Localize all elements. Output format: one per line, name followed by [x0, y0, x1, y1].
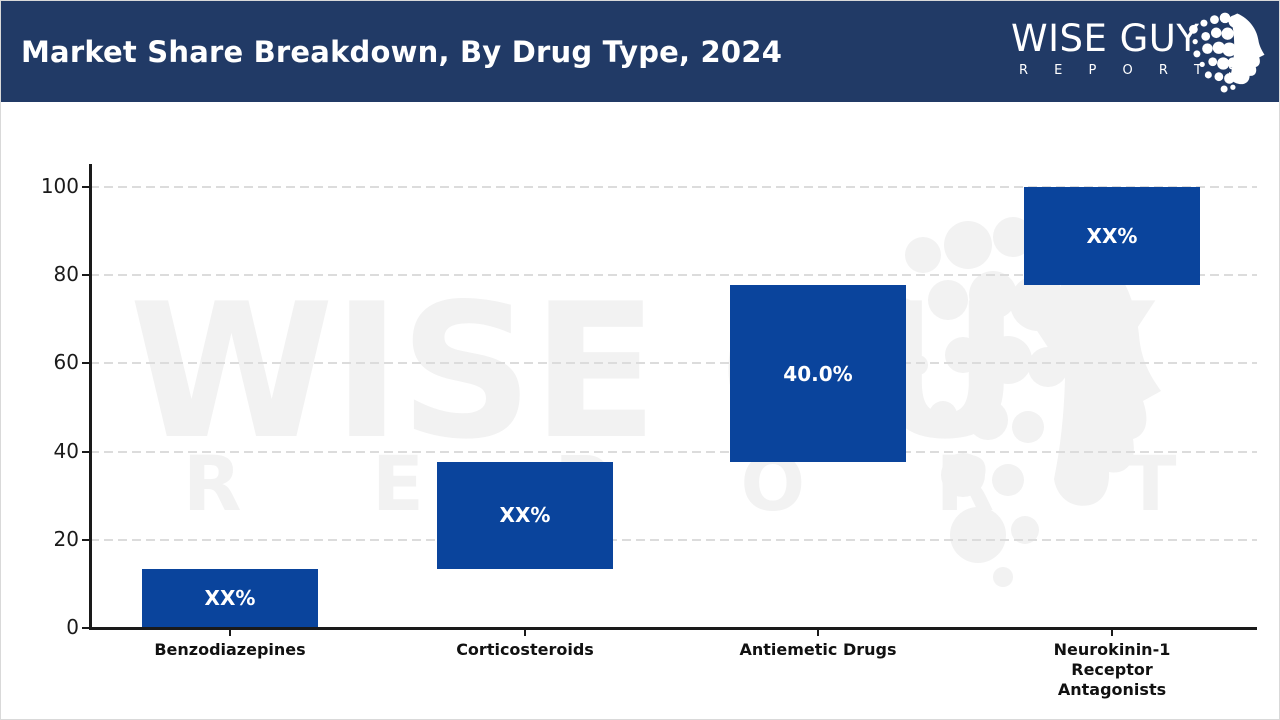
- category-label: Neurokinin-1 Receptor Antagonists: [1002, 640, 1222, 700]
- wiseguy-face-icon: [1189, 12, 1265, 93]
- bar-segment: 40.0%: [730, 285, 906, 462]
- logo-wordmark: WISE GUY: [1011, 17, 1200, 60]
- ytick-label-40: 40: [53, 438, 79, 463]
- bar-value-label: XX%: [204, 586, 256, 611]
- xtick-mark: [229, 629, 231, 636]
- wiseguy-logo: WISE GUY R E P O R T S: [1007, 7, 1267, 97]
- bar-segment: XX%: [142, 568, 318, 628]
- gridline-y60: [90, 362, 1257, 365]
- gridline-y100: [90, 186, 1257, 188]
- bar-segment: XX%: [1024, 187, 1200, 286]
- category-label: Corticosteroids: [415, 640, 635, 660]
- ytick-mark-0: [82, 627, 90, 629]
- gridline-y20: [90, 538, 1257, 541]
- category-label-line: Neurokinin-1: [1053, 640, 1171, 659]
- ytick-mark-40: [82, 450, 90, 453]
- x-axis: [89, 627, 1257, 630]
- logo-subtext: R E P O R T S: [1019, 63, 1248, 78]
- gridline-y80: [90, 274, 1257, 277]
- ytick-mark-60: [82, 362, 90, 365]
- bar-value-label: XX%: [1086, 224, 1138, 249]
- xtick-mark: [524, 629, 526, 636]
- header: Market Share Breakdown, By Drug Type, 20…: [1, 1, 1279, 102]
- ytick-label-80: 80: [53, 262, 79, 287]
- ytick-mark-20: [82, 538, 90, 541]
- y-axis: [89, 164, 92, 630]
- category-label-line: Receptor: [1071, 660, 1153, 679]
- bar-segment: XX%: [437, 461, 613, 569]
- bar-value-label: 40.0%: [783, 361, 853, 386]
- category-label: Antiemetic Drugs: [708, 640, 928, 660]
- xtick-mark: [1111, 629, 1113, 636]
- page-title: Market Share Breakdown, By Drug Type, 20…: [21, 34, 783, 69]
- category-label-line: Benzodiazepines: [154, 640, 306, 659]
- xtick-mark: [817, 629, 819, 636]
- category-label-line: Corticosteroids: [456, 640, 594, 659]
- ytick-mark-80: [82, 274, 90, 277]
- ytick-label-100: 100: [40, 174, 79, 198]
- category-label-line: Antagonists: [1057, 680, 1167, 699]
- category-label-line: Antiemetic Drugs: [739, 640, 897, 659]
- ytick-mark-100: [82, 186, 90, 188]
- category-label: Benzodiazepines: [120, 640, 340, 660]
- gridline-y40: [90, 450, 1257, 453]
- ytick-label-60: 60: [53, 350, 79, 375]
- ytick-label-20: 20: [53, 526, 79, 551]
- bar-value-label: XX%: [499, 503, 551, 528]
- ytick-label-0: 0: [66, 615, 79, 639]
